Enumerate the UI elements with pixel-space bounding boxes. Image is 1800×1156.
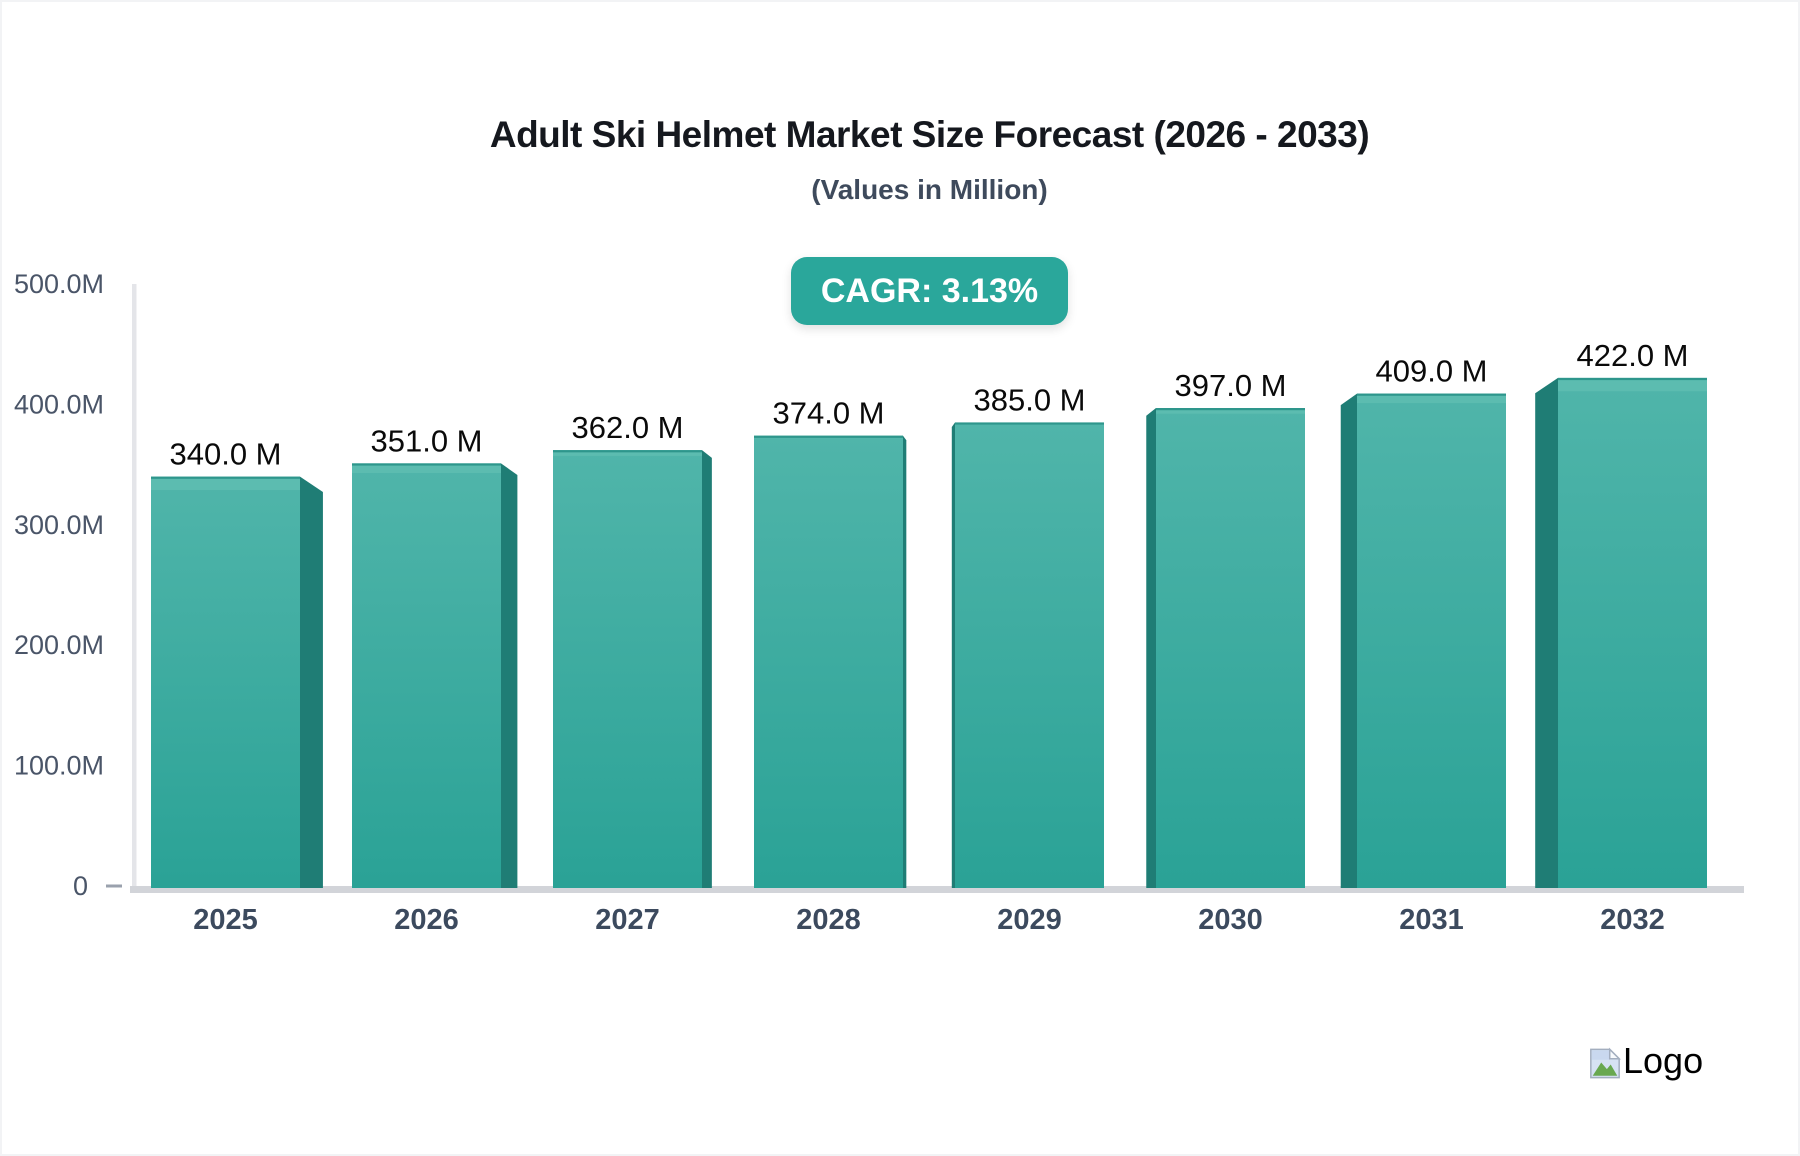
bar-value-label: 374.0 M (772, 396, 884, 431)
bar-value-label: 397.0 M (1174, 368, 1286, 403)
logo-text: Logo (1623, 1040, 1704, 1081)
bar-top-edge (1558, 377, 1707, 381)
bar-front-face (352, 463, 501, 888)
bar-front-face (1357, 393, 1506, 888)
x-axis-label: 2026 (394, 904, 459, 936)
cagr-badge-row: CAGR: 3.13% (57, 257, 1798, 325)
bar-side-face (903, 435, 907, 888)
x-axis-baseline (130, 886, 1744, 893)
bar-value-label: 351.0 M (370, 423, 482, 458)
bar-top-edge (1156, 408, 1305, 411)
bar-side-face (951, 422, 955, 888)
y-axis-tick-label: 100.0M (14, 751, 104, 781)
bar-value-label: 340.0 M (169, 437, 281, 472)
x-axis-label: 2027 (595, 904, 660, 936)
bar-top-edge (553, 450, 702, 453)
bar-side-face (300, 476, 323, 888)
bar-top-edge (754, 435, 903, 438)
y-axis-line (132, 284, 137, 890)
chart-subtitle: (Values in Million) (811, 174, 1048, 205)
bar-front-face (754, 435, 903, 888)
bar-top-face (1357, 393, 1506, 404)
x-axis-label: 2028 (796, 904, 861, 936)
bar-top-edge (151, 476, 300, 479)
bar-top-edge (1357, 393, 1506, 396)
bar-group-2031 (1340, 393, 1506, 888)
bar-top-face (1156, 408, 1305, 414)
chart-title: Adult Ski Helmet Market Size Forecast (2… (489, 114, 1370, 155)
bar-front-face (151, 476, 300, 888)
bar-front-face (553, 450, 702, 888)
bar-top-face (553, 450, 702, 456)
cagr-badge: CAGR: 3.13% (790, 257, 1069, 325)
bar-group-2028 (754, 435, 907, 888)
bar-top-face (352, 463, 501, 473)
bar-value-label: 362.0 M (571, 410, 683, 445)
bar-side-face (702, 450, 712, 888)
bar-value-label: 409.0 M (1375, 354, 1487, 389)
bar-group-2027 (553, 450, 712, 888)
bar-group-2032 (1535, 377, 1707, 888)
y-axis-tick-label: 200.0M (14, 630, 104, 660)
logo: Logo (1588, 1040, 1703, 1082)
bar-front-face (1558, 377, 1707, 888)
x-axis-label: 2025 (193, 904, 258, 936)
y-axis-tick-label: 500.0M (14, 269, 104, 299)
bar-top-face (1558, 377, 1707, 392)
x-axis-label: 2032 (1600, 904, 1665, 936)
bar-group-2025 (151, 476, 323, 888)
bar-group-2026 (352, 463, 518, 888)
zero-tick-dash (106, 884, 122, 888)
bar-value-label: 422.0 M (1576, 338, 1688, 373)
broken-image-icon (1590, 1047, 1621, 1079)
x-axis-label: 2029 (997, 904, 1062, 936)
x-axis-label: 2030 (1198, 904, 1263, 936)
bar-front-face (1156, 408, 1305, 888)
bar-top-face (151, 476, 300, 491)
bar-top-edge (955, 422, 1104, 425)
bar-top-edge (352, 463, 501, 466)
bar-side-face (1535, 377, 1558, 888)
bar-front-face (955, 422, 1104, 888)
bar-side-face (501, 463, 518, 888)
y-axis-tick-label: 0 (73, 871, 88, 901)
y-axis-tick-label: 300.0M (14, 510, 104, 540)
x-axis-label: 2031 (1399, 904, 1464, 936)
y-axis-tick-label: 400.0M (14, 389, 104, 419)
bar-value-label: 385.0 M (973, 382, 1085, 417)
bar-side-face (1340, 393, 1357, 888)
bar-group-2029 (951, 422, 1104, 888)
bar-side-face (1146, 408, 1156, 888)
bar-group-2030 (1146, 408, 1305, 888)
